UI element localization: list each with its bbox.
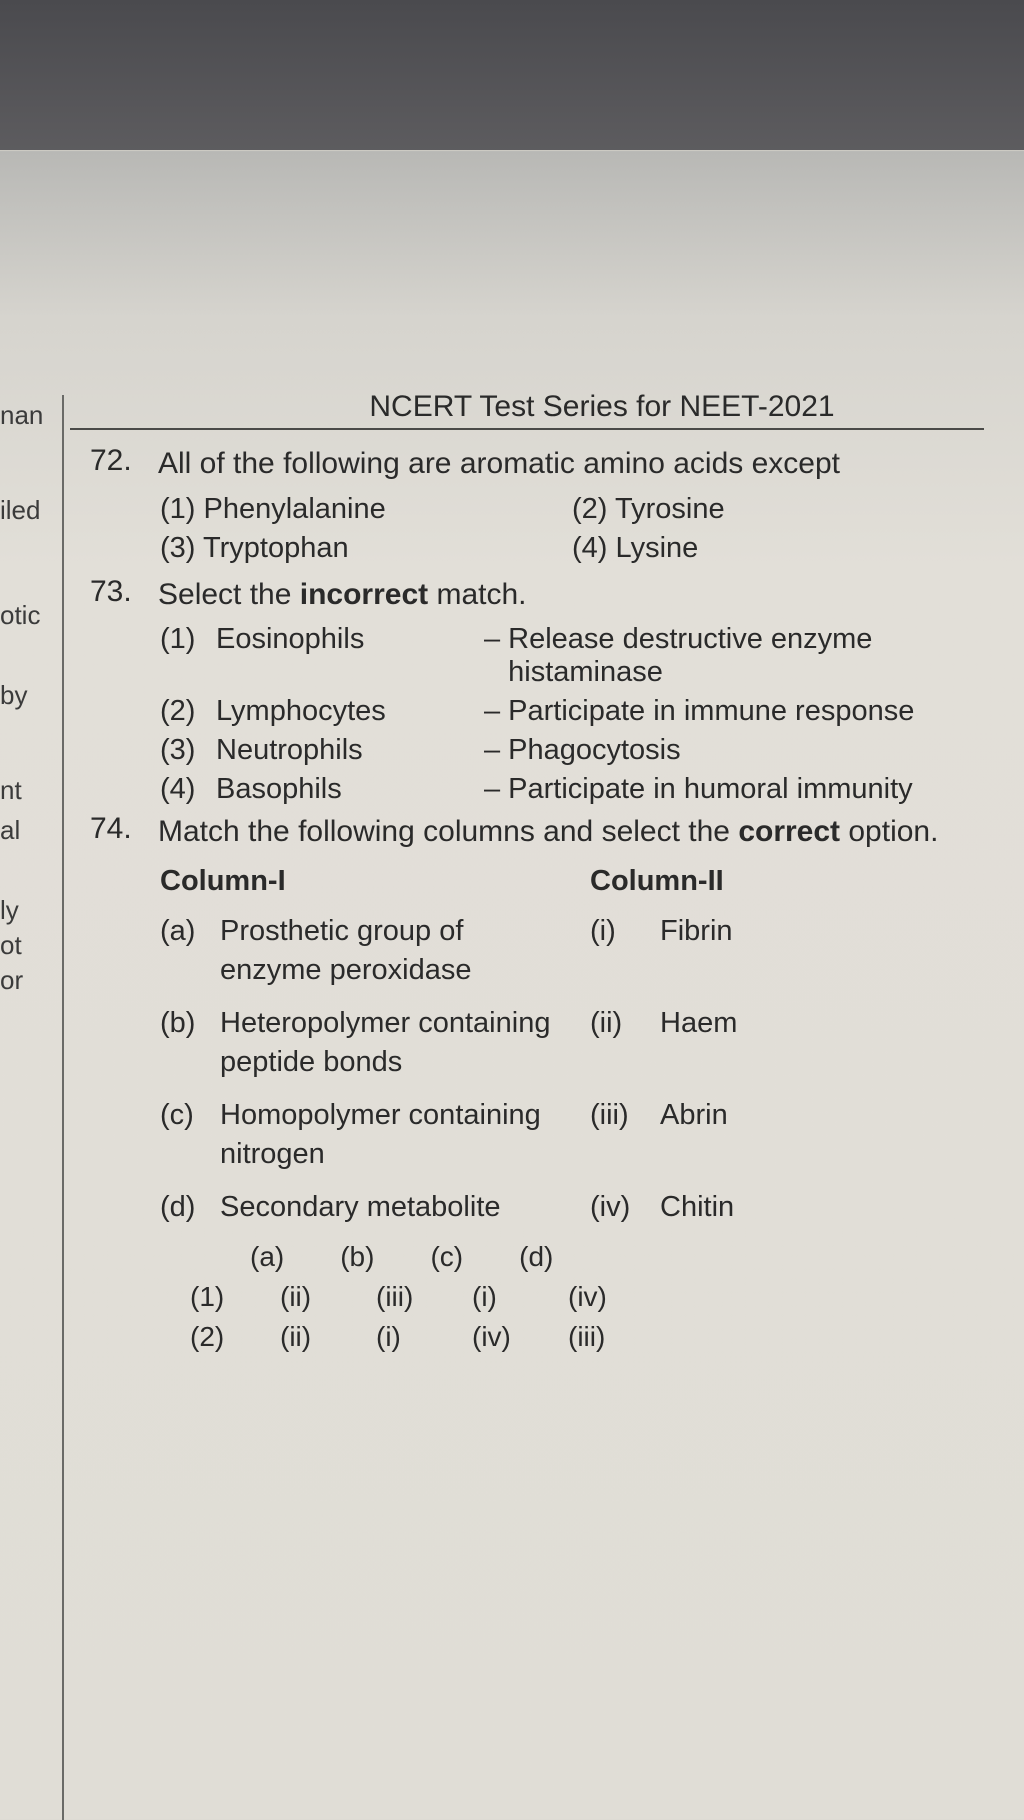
q73-opt1: (1) Eosinophils – Release destructive en… [160,623,984,689]
q74-number: 74. [90,812,140,853]
q72-opt2: (2) Tyrosine [572,493,984,526]
q72-opt1: (1) Phenylalanine [160,493,572,526]
q74-answer-header: (a) (b) (c) (d) [250,1241,984,1273]
q74-answer-1: (1) (ii) (iii) (i) (iv) [190,1281,984,1313]
q73-text: Select the incorrect match. [158,575,984,616]
q73-opt3: (3) Neutrophils – Phagocytosis [160,734,984,767]
q74-answer-2: (2) (ii) (i) (iv) (iii) [190,1321,984,1353]
q74-text: Match the following columns and select t… [158,812,984,853]
q74-row-b: (b) Heteropolymer containing peptide bon… [160,1004,984,1082]
q74-row-c: (c) Homopolymer containing nitrogen (iii… [160,1096,984,1174]
page-header: NCERT Test Series for NEET-2021 [180,390,1024,424]
q73-opt4: (4) Basophils – Participate in humoral i… [160,773,984,806]
q73-number: 73. [90,575,140,616]
question-73: 73. Select the incorrect match. (1) Eosi… [90,575,984,807]
q72-number: 72. [90,444,140,485]
q74-column-headers: Column-I Column-II [160,865,984,898]
question-74: 74. Match the following columns and sele… [90,812,984,1353]
q72-text: All of the following are aromatic amino … [158,444,984,485]
q73-opt2: (2) Lymphocytes – Participate in immune … [160,695,984,728]
header-rule [70,428,984,430]
background-dark [0,0,1024,160]
q72-opt4: (4) Lysine [572,532,984,565]
q72-opt3: (3) Tryptophan [160,532,572,565]
page-content: NCERT Test Series for NEET-2021 72. All … [0,390,1024,1353]
question-72: 72. All of the following are aromatic am… [90,444,984,565]
q74-row-a: (a) Prosthetic group of enzyme peroxidas… [160,912,984,990]
q74-row-d: (d) Secondary metabolite (iv) Chitin [160,1188,984,1227]
